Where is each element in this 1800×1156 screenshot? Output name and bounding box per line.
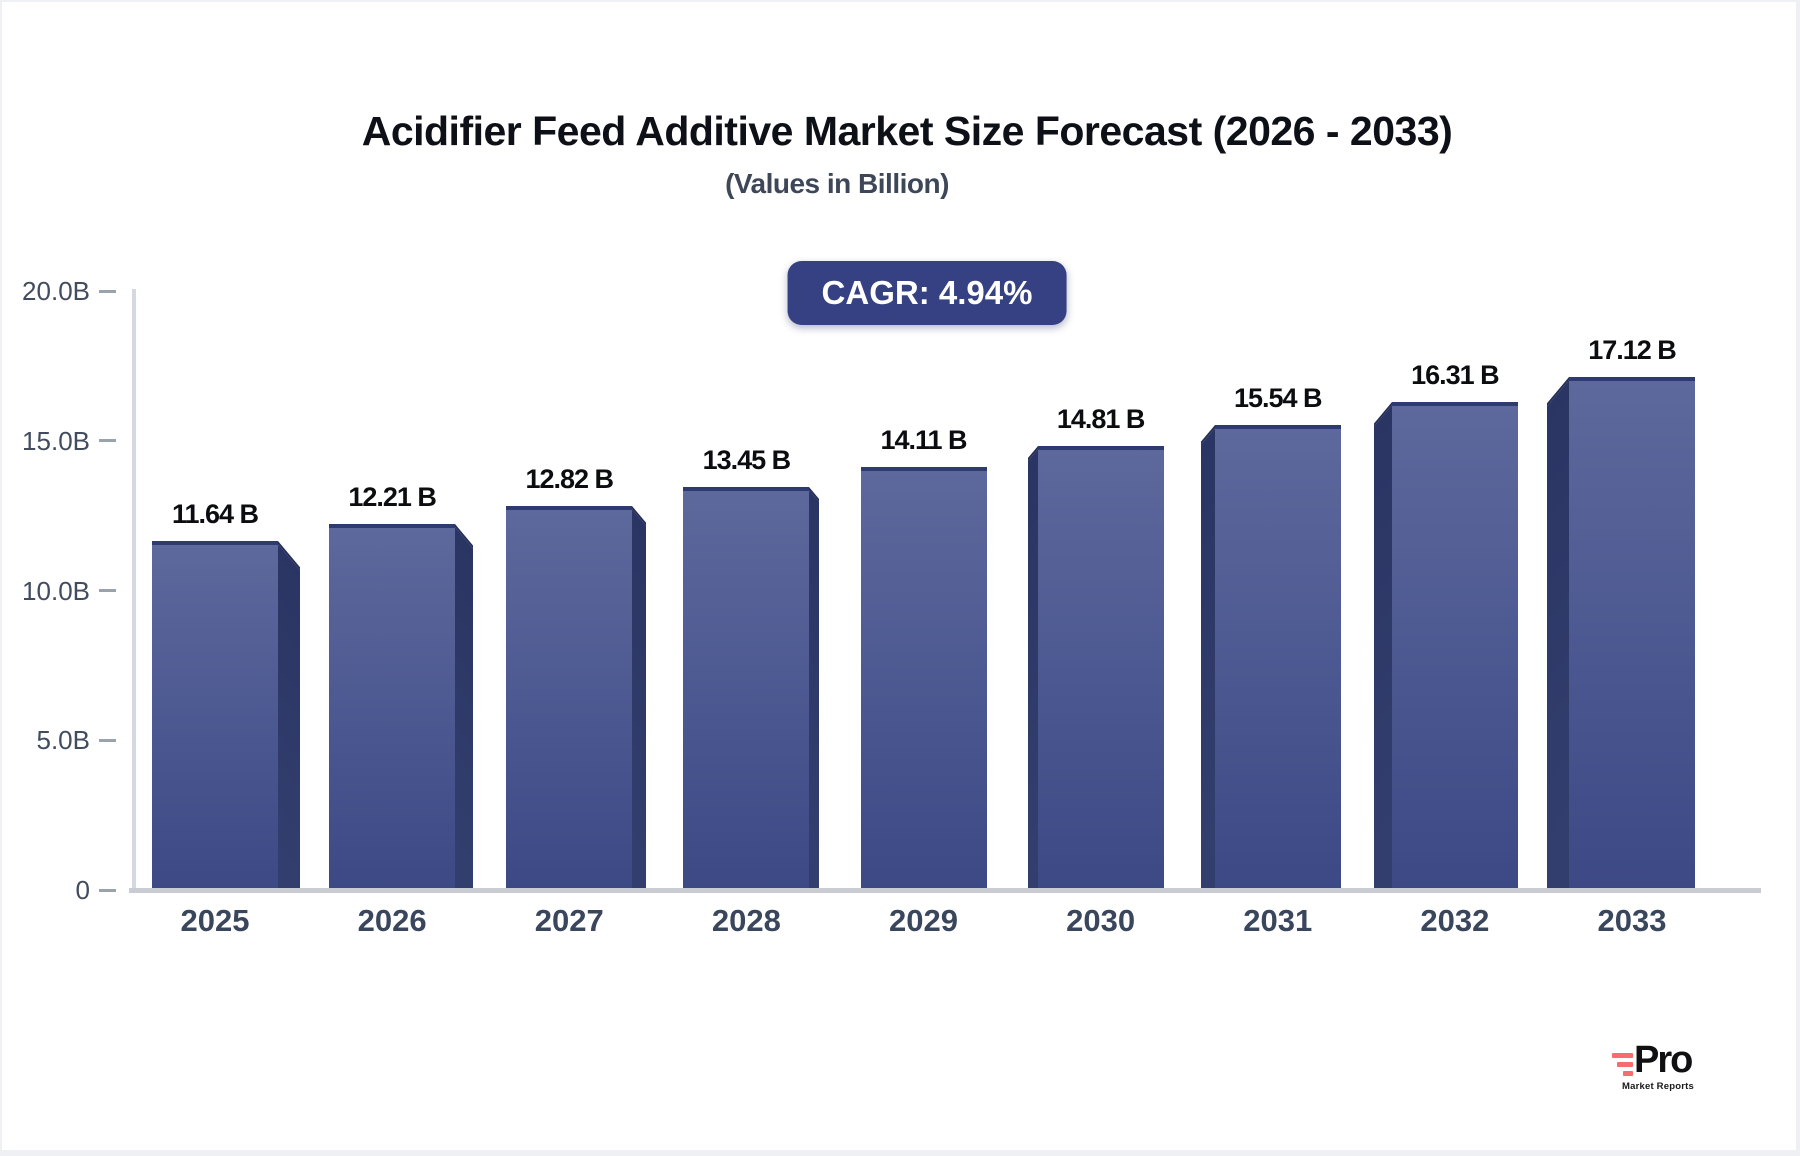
bar-side-face: [1200, 425, 1215, 888]
logo-flag-bar: [1617, 1062, 1633, 1067]
bar-side-face: [455, 524, 474, 888]
x-axis-label-2025: 2025: [180, 903, 250, 938]
x-axis-label-2030: 2030: [1066, 903, 1136, 938]
y-axis-tick: [99, 289, 116, 293]
bar-side-face: [278, 541, 300, 888]
x-axis-label-2026: 2026: [357, 903, 427, 938]
bar-side-face: [1547, 377, 1569, 888]
bar-value-label: 12.21 B: [348, 482, 437, 512]
bar-value-label: 14.11 B: [880, 425, 967, 455]
x-axis-label-2028: 2028: [711, 903, 781, 938]
y-axis-label: 0: [75, 875, 90, 905]
bar-value-label: 16.31 B: [1411, 360, 1500, 390]
bar-side-face: [1373, 402, 1392, 888]
y-axis-tick: [99, 589, 116, 592]
logo-flag-bar: [1612, 1053, 1633, 1058]
x-axis-label-2027: 2027: [534, 903, 604, 938]
x-axis-label-2029: 2029: [889, 903, 958, 938]
bar-2028: [683, 487, 810, 888]
bar-value-label: 15.54 B: [1233, 383, 1323, 413]
pro-market-reports-logo: Pro Market Reports: [1612, 1040, 1732, 1092]
bar-value-label: 14.81 B: [1056, 404, 1146, 434]
bar-2026: [329, 524, 456, 888]
bar-2030: [1037, 446, 1164, 888]
logo-name: Pro: [1634, 1039, 1693, 1081]
bar-value-label: 11.64 B: [171, 499, 259, 529]
y-axis-label: 20.0B: [22, 276, 90, 306]
x-axis-label-2033: 2033: [1597, 903, 1667, 938]
bar-side-face: [632, 506, 647, 888]
logo-flag-icon: [1612, 1053, 1633, 1080]
cagr-badge: CAGR: 4.94%: [787, 261, 1067, 325]
bar-2029: [860, 467, 987, 888]
bar-side-face: [809, 487, 820, 888]
logo-flag-bar: [1623, 1071, 1633, 1076]
bar-value-label: 13.45 B: [702, 445, 792, 475]
chart-title: Acidifier Feed Additive Market Size Fore…: [361, 108, 1453, 154]
y-axis-tick: [99, 888, 116, 892]
y-axis-label: 15.0B: [22, 425, 90, 456]
bar-side-face: [1027, 446, 1038, 888]
bar-2031: [1214, 425, 1341, 888]
bar-value-label: 12.82 B: [525, 464, 614, 494]
x-axis-label-2031: 2031: [1243, 903, 1313, 938]
bar-2032: [1391, 402, 1518, 888]
y-axis-label: 10.0B: [22, 575, 90, 606]
y-axis-line: [132, 289, 136, 892]
bar-2027: [506, 506, 633, 888]
bar-2025: [152, 541, 278, 888]
bars-area: 11.64 B 12.21 B 12.82 B 13.45 B 14.11 B 14.81…: [2, 2, 1800, 888]
x-axis-label-2032: 2032: [1420, 903, 1490, 938]
bar-value-label: 17.12 B: [1588, 335, 1677, 365]
y-axis-tick: [99, 439, 116, 443]
chart-subtitle: (Values in Billion): [725, 168, 949, 199]
bar-2033: [1569, 377, 1695, 888]
y-axis-tick: [99, 738, 116, 742]
y-axis-label: 5.0B: [36, 725, 91, 756]
logo-tagline: Market Reports: [1622, 1081, 1694, 1092]
x-axis-baseline: [129, 888, 1761, 893]
